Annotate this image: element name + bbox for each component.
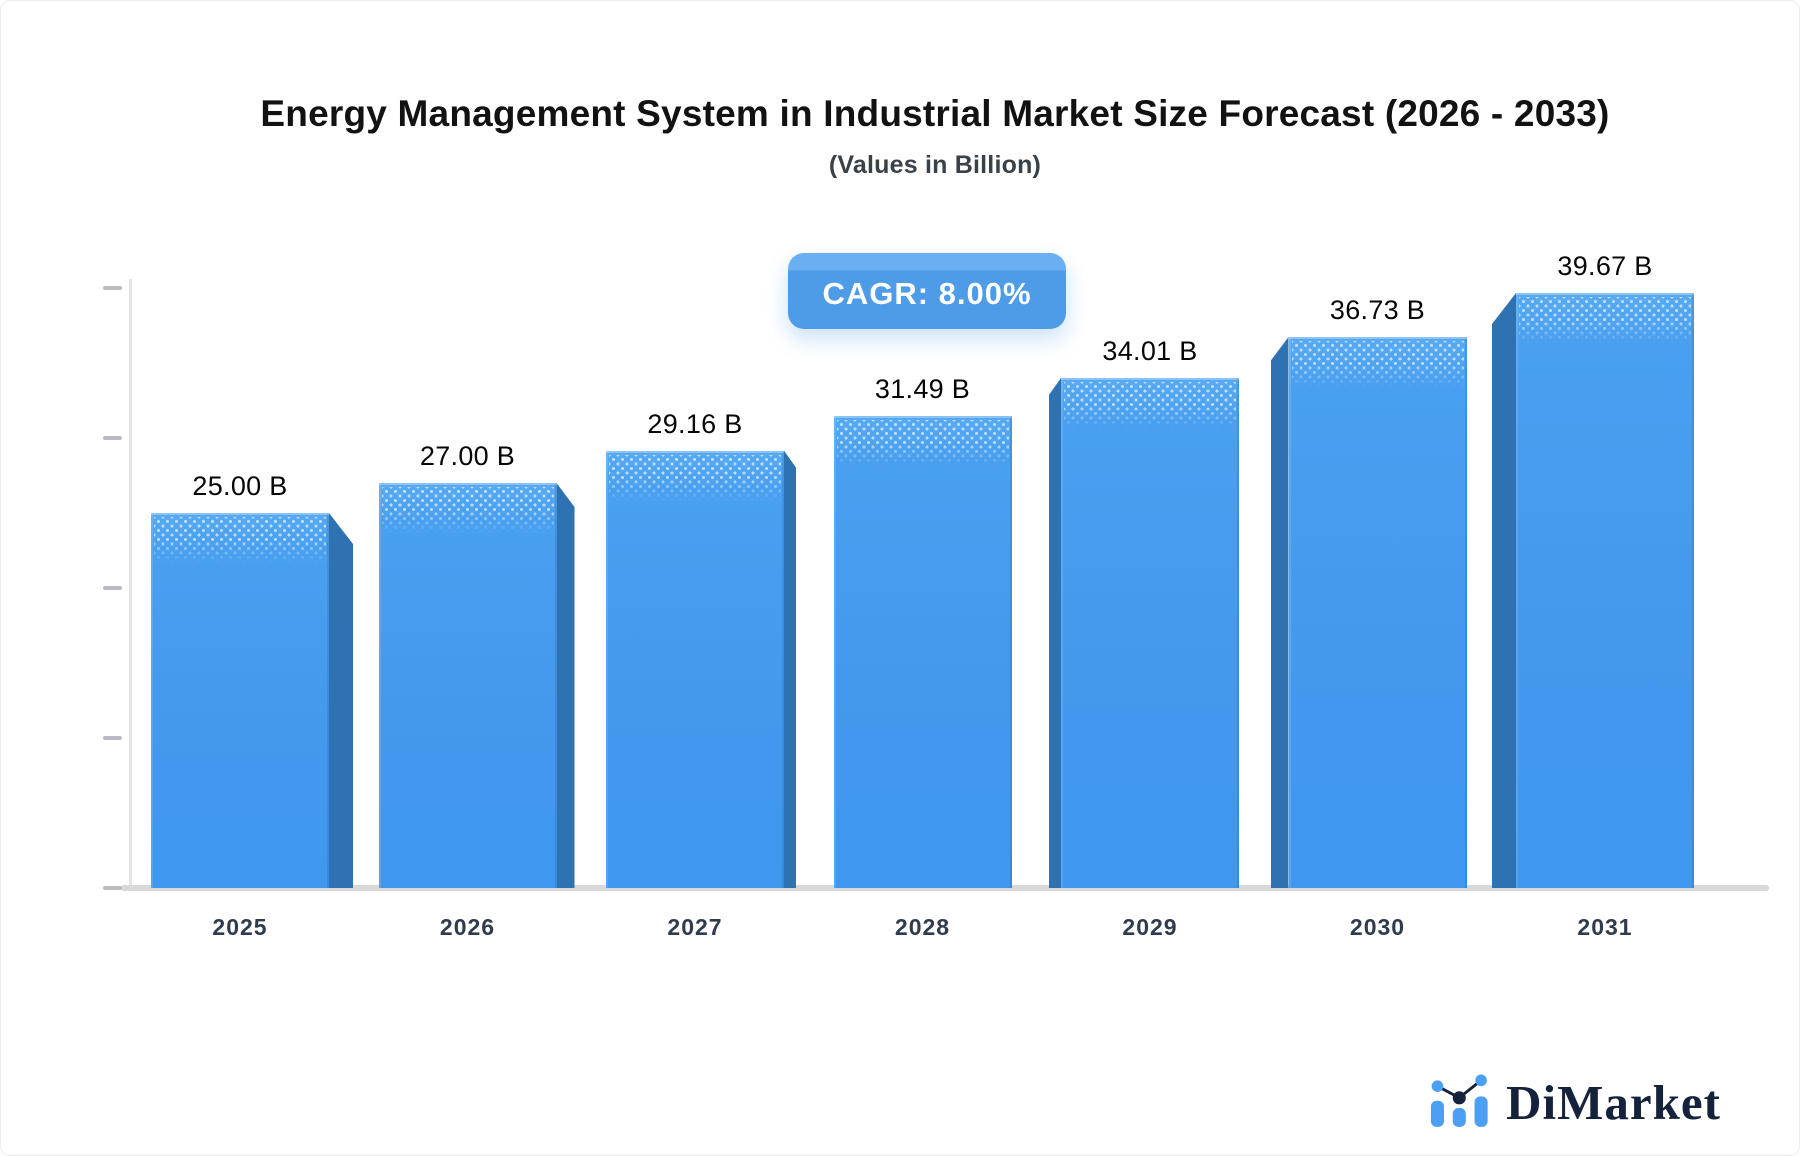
x-axis-label: 2029 — [1122, 914, 1178, 940]
y-tick-mark — [103, 586, 122, 590]
cagr-badge: CAGR: 8.00% — [788, 253, 1066, 329]
bar-2028 — [833, 415, 1012, 888]
bar-side-face — [784, 450, 796, 888]
brand-logo: DiMarket — [1428, 1073, 1721, 1127]
bar-top-dots-texture — [1519, 296, 1691, 343]
bar-top-dots-texture — [836, 419, 1009, 466]
bar-2029 — [1061, 377, 1239, 888]
x-axis-label: 2028 — [894, 914, 951, 940]
bar-side-face — [329, 513, 353, 888]
bar-top-dots-texture — [154, 517, 326, 563]
bar-value-label: 34.01 B — [1102, 335, 1198, 366]
dimarket-logo-icon — [1431, 1074, 1488, 1127]
bar-2026 — [378, 483, 557, 888]
bar-2031 — [1516, 292, 1694, 888]
chart-header: Energy Management System in Industrial M… — [1, 93, 1799, 180]
bar-value-label: 31.49 B — [874, 373, 971, 404]
bar-2025 — [151, 513, 329, 888]
chart-subtitle: (Values in Billion) — [828, 151, 1042, 179]
bar-value-label: 39.67 B — [1557, 250, 1653, 281]
x-axis-label: 2031 — [1577, 914, 1633, 940]
x-axis-line — [121, 885, 1769, 891]
brand-name: DiMarket — [1506, 1075, 1721, 1130]
bar-side-face — [556, 483, 575, 888]
y-tick-mark — [103, 886, 122, 890]
x-axis-label: 2026 — [439, 914, 496, 940]
bar-2027 — [606, 450, 784, 888]
x-axis-label: 2025 — [212, 914, 268, 940]
cagr-badge-label: CAGR: 8.00% — [822, 276, 1032, 311]
bar-value-label: 25.00 B — [192, 471, 288, 501]
bar-2030 — [1288, 337, 1467, 888]
bar-top-dots-texture — [1291, 341, 1464, 388]
bar-top-dots-texture — [1064, 381, 1236, 428]
bar-value-label: 27.00 B — [419, 441, 516, 471]
chart-title: Energy Management System in Industrial M… — [260, 93, 1610, 134]
bar-value-label: 29.16 B — [647, 408, 743, 439]
bar-top-dots-texture — [609, 454, 781, 501]
bar-top-dots-texture — [381, 487, 554, 533]
bar-side-face — [1270, 337, 1289, 888]
x-axis-label: 2030 — [1349, 914, 1406, 940]
y-tick-mark — [103, 286, 122, 290]
bar-side-face — [1492, 292, 1516, 888]
bar-value-label: 36.73 B — [1329, 295, 1426, 326]
bar-side-face — [1049, 377, 1061, 888]
y-axis-line — [129, 279, 132, 888]
x-axis-label: 2027 — [667, 914, 723, 940]
y-tick-mark — [103, 736, 122, 740]
y-tick-mark — [103, 436, 122, 440]
